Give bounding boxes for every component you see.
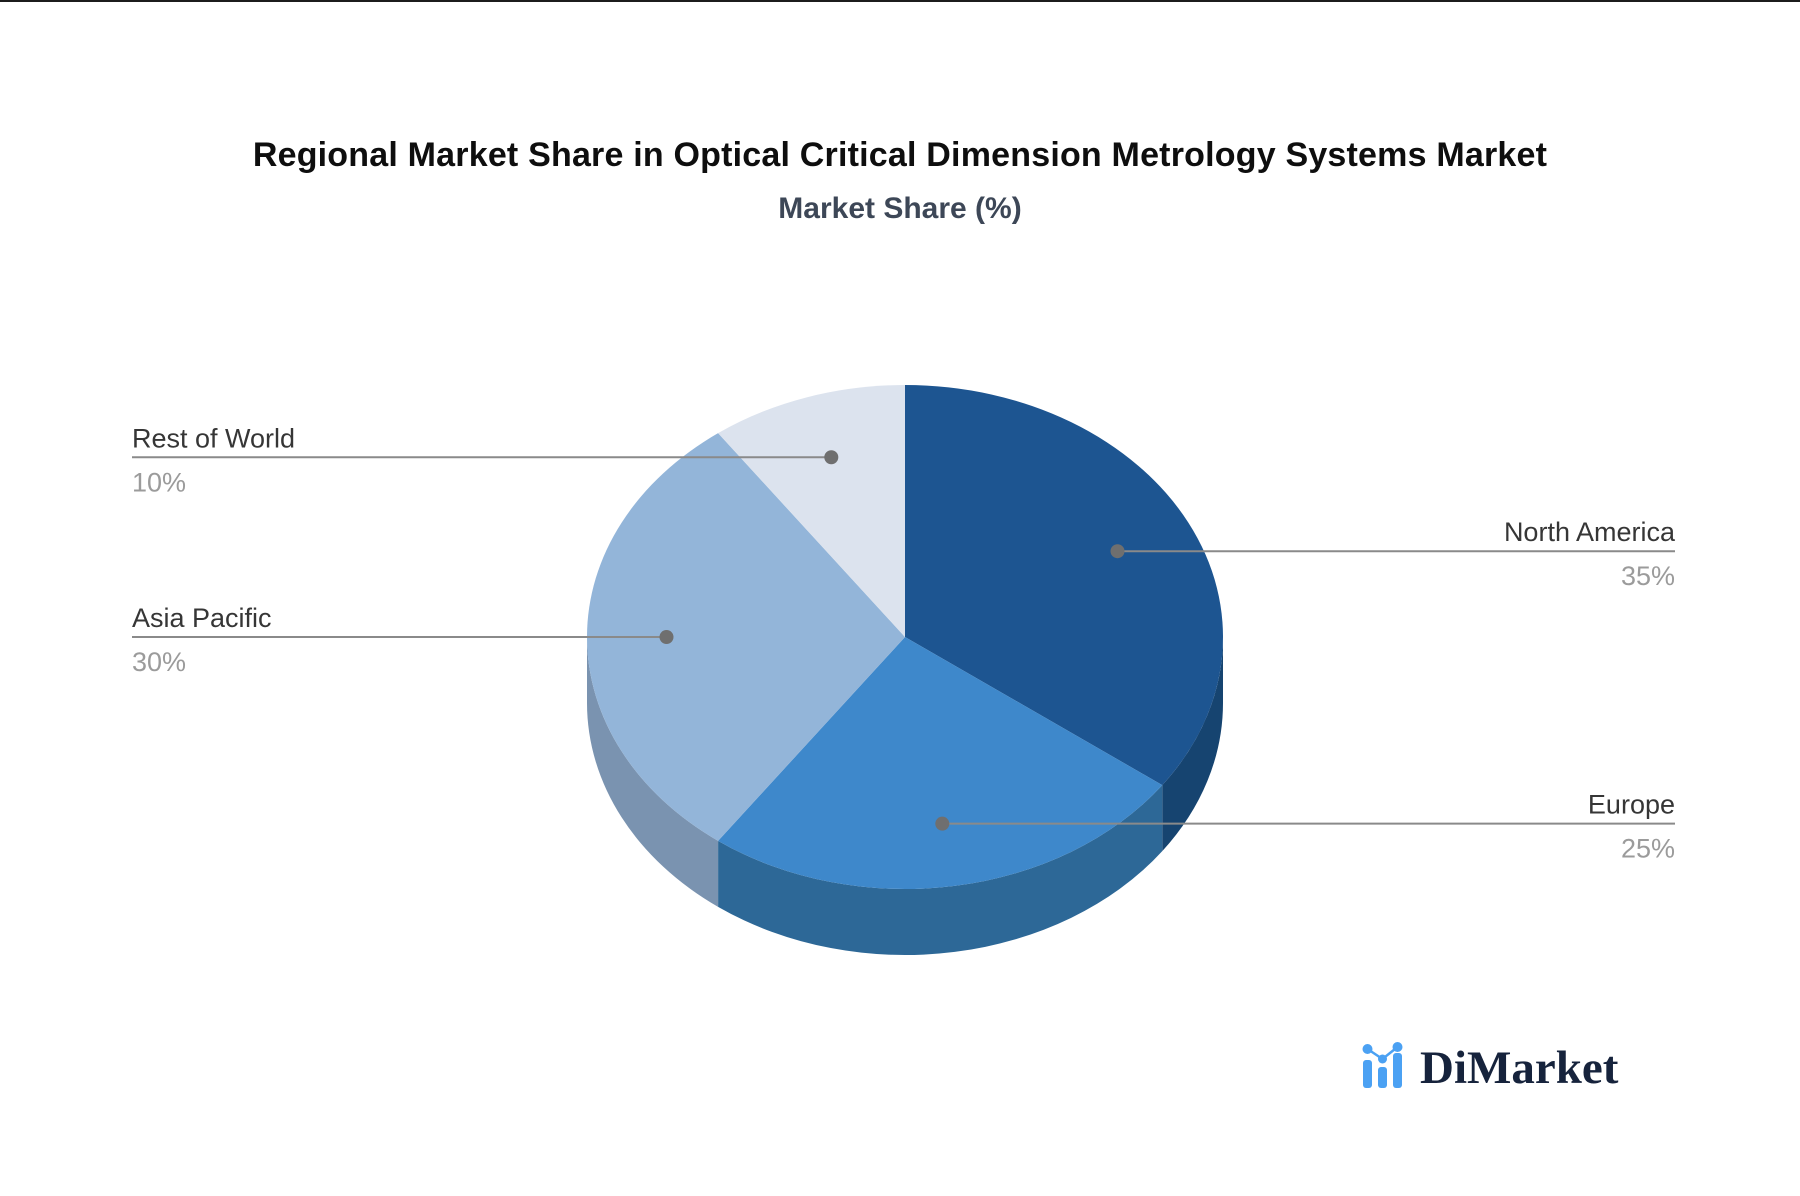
callout-dot-europe bbox=[935, 816, 950, 831]
chart-subtitle: Market Share (%) bbox=[778, 192, 1022, 225]
callout-label-rest-of-world: Rest of World bbox=[132, 423, 295, 453]
callout-dot-rest-of-world bbox=[824, 450, 839, 465]
callout-value-europe: 25% bbox=[1621, 834, 1675, 864]
pie-slice-side-north-america bbox=[1162, 637, 1223, 852]
pie-slice-north-america[interactable] bbox=[905, 385, 1223, 786]
pie-slice-europe[interactable] bbox=[718, 637, 1163, 890]
callout-value-north-america: 35% bbox=[1621, 561, 1675, 591]
pie-slice-asia-pacific[interactable] bbox=[587, 433, 905, 841]
callout-value-rest-of-world: 10% bbox=[132, 467, 186, 497]
brand-name: DiMarket bbox=[1420, 1041, 1619, 1094]
callout-value-asia-pacific: 30% bbox=[132, 647, 186, 677]
chart-title: Regional Market Share in Optical Critica… bbox=[252, 136, 1548, 174]
pie-slice-side-europe bbox=[718, 785, 1163, 955]
callout-dot-north-america bbox=[1110, 544, 1125, 559]
callout-label-asia-pacific: Asia Pacific bbox=[132, 603, 272, 633]
callout-label-north-america: North America bbox=[1504, 517, 1676, 547]
callout-dot-asia-pacific bbox=[659, 630, 674, 644]
bar-chart-logo-icon bbox=[1362, 1042, 1403, 1088]
pie-slice-side-asia-pacific bbox=[587, 637, 719, 907]
pie-slice-rest-of-world[interactable] bbox=[718, 385, 905, 637]
brand-logo: DiMarket bbox=[1362, 1040, 1619, 1094]
callout-label-europe: Europe bbox=[1588, 790, 1675, 820]
